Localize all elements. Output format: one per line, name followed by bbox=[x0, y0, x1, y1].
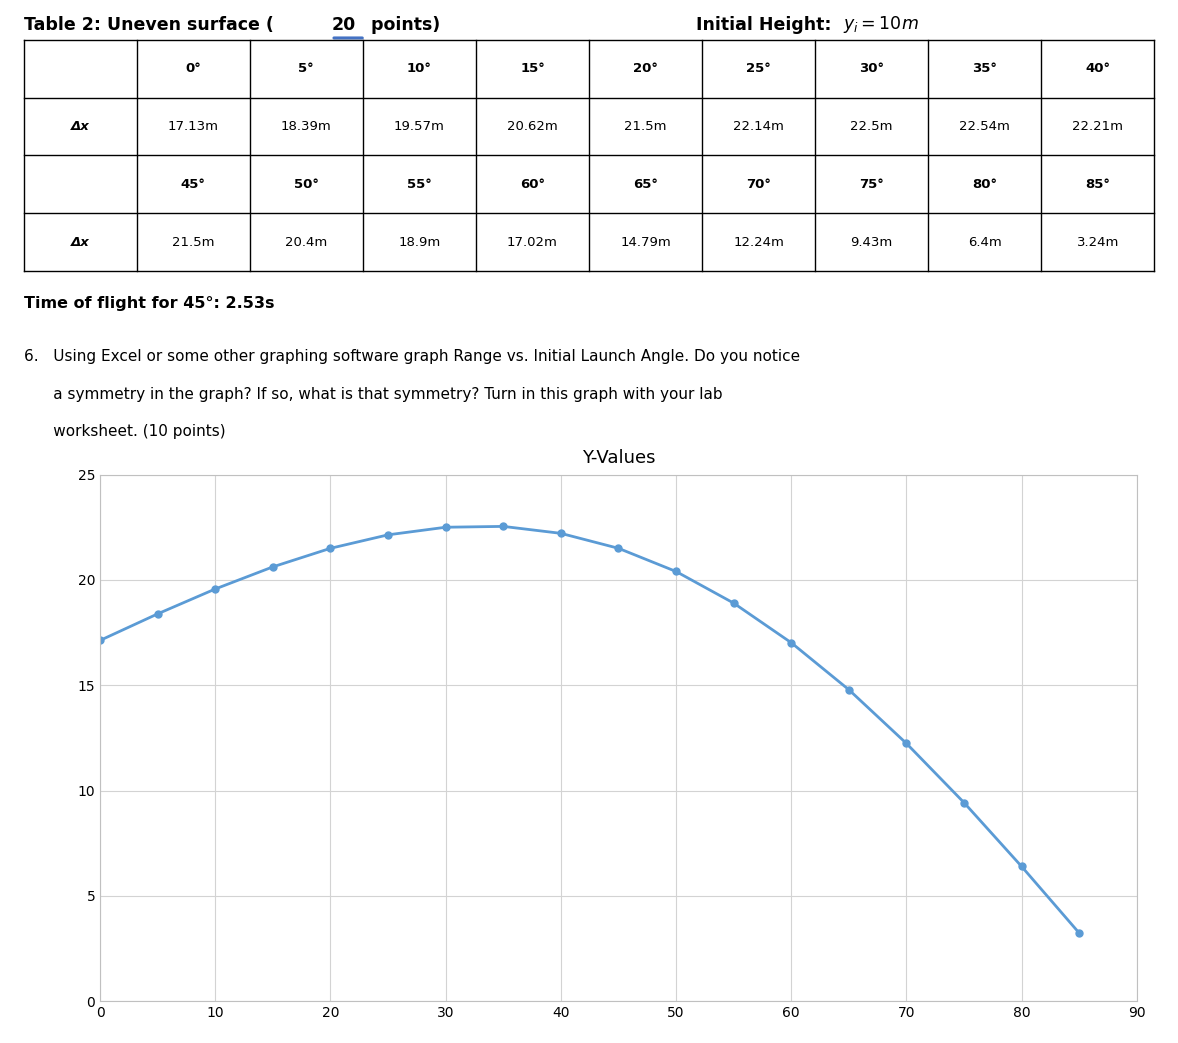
Text: 3.24m: 3.24m bbox=[1077, 236, 1119, 248]
Text: 45°: 45° bbox=[180, 178, 206, 191]
Text: 9.43m: 9.43m bbox=[851, 236, 893, 248]
Text: 21.5m: 21.5m bbox=[624, 120, 667, 132]
Text: 6.   Using Excel or some other graphing software graph Range vs. Initial Launch : 6. Using Excel or some other graphing so… bbox=[24, 348, 800, 364]
Text: 30°: 30° bbox=[859, 63, 885, 75]
Text: 20.4m: 20.4m bbox=[285, 236, 327, 248]
Text: points): points) bbox=[365, 16, 441, 33]
Text: a symmetry in the graph? If so, what is that symmetry? Turn in this graph with y: a symmetry in the graph? If so, what is … bbox=[24, 387, 722, 402]
Text: 10°: 10° bbox=[406, 63, 432, 75]
Text: 20°: 20° bbox=[633, 63, 659, 75]
Text: 70°: 70° bbox=[746, 178, 772, 191]
Text: 22.5m: 22.5m bbox=[851, 120, 893, 132]
Text: 22.14m: 22.14m bbox=[733, 120, 785, 132]
Text: 20: 20 bbox=[331, 16, 356, 33]
Text: $y_i = 10m$: $y_i = 10m$ bbox=[843, 15, 919, 35]
Text: 22.21m: 22.21m bbox=[1072, 120, 1124, 132]
Text: 55°: 55° bbox=[406, 178, 432, 191]
Text: 5°: 5° bbox=[298, 63, 315, 75]
Text: 65°: 65° bbox=[633, 178, 659, 191]
Text: 17.13m: 17.13m bbox=[167, 120, 219, 132]
Text: 17.02m: 17.02m bbox=[507, 236, 558, 248]
Text: Δx: Δx bbox=[71, 120, 90, 132]
Text: 6.4m: 6.4m bbox=[968, 236, 1001, 248]
Text: 85°: 85° bbox=[1085, 178, 1111, 191]
Text: 25°: 25° bbox=[746, 63, 772, 75]
Text: 14.79m: 14.79m bbox=[620, 236, 671, 248]
Text: 15°: 15° bbox=[519, 63, 545, 75]
Text: 20.62m: 20.62m bbox=[507, 120, 558, 132]
Text: 40°: 40° bbox=[1085, 63, 1111, 75]
Text: 75°: 75° bbox=[859, 178, 885, 191]
Text: Δx: Δx bbox=[71, 236, 90, 248]
Text: Initial Height:: Initial Height: bbox=[696, 16, 838, 33]
Text: 60°: 60° bbox=[519, 178, 545, 191]
Text: 21.5m: 21.5m bbox=[172, 236, 214, 248]
Text: 18.9m: 18.9m bbox=[398, 236, 441, 248]
Text: 0°: 0° bbox=[185, 63, 201, 75]
Text: worksheet. (10 points): worksheet. (10 points) bbox=[24, 425, 225, 439]
Text: 18.39m: 18.39m bbox=[280, 120, 332, 132]
Text: 80°: 80° bbox=[972, 178, 998, 191]
Text: 35°: 35° bbox=[972, 63, 998, 75]
Text: 19.57m: 19.57m bbox=[393, 120, 445, 132]
Text: 12.24m: 12.24m bbox=[733, 236, 785, 248]
Title: Y-Values: Y-Values bbox=[582, 450, 655, 467]
Text: 50°: 50° bbox=[293, 178, 319, 191]
Text: Table 2: Uneven surface (: Table 2: Uneven surface ( bbox=[24, 16, 273, 33]
Text: Time of flight for 45°: 2.53s: Time of flight for 45°: 2.53s bbox=[24, 296, 274, 311]
Text: 22.54m: 22.54m bbox=[959, 120, 1011, 132]
